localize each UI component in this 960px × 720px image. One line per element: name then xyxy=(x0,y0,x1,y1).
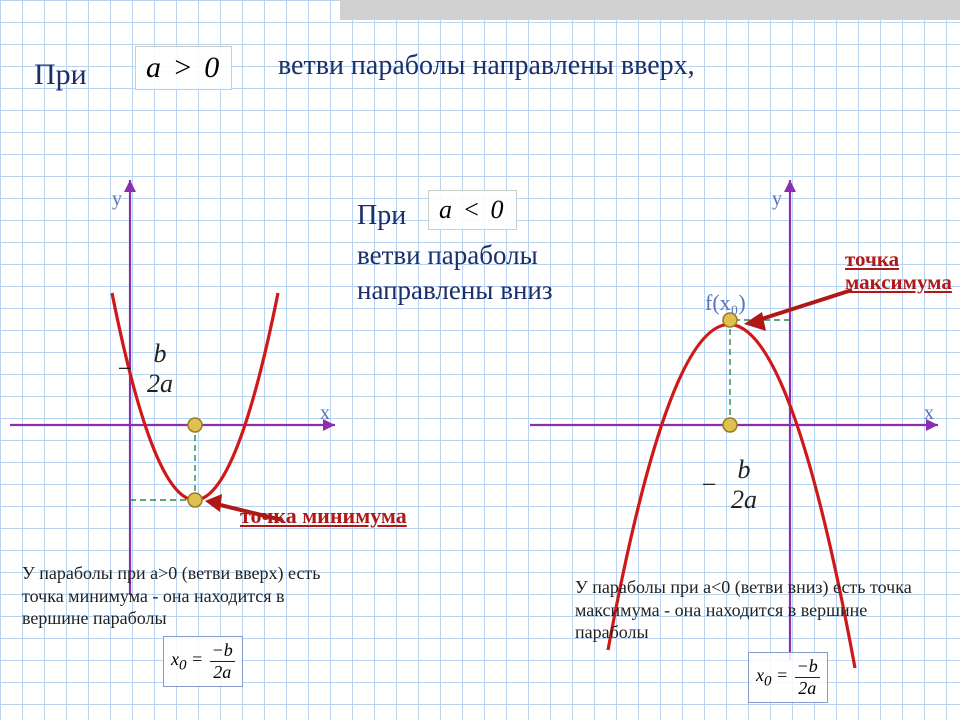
x0-den-right: 2a xyxy=(795,678,820,699)
max-label: точка максимума xyxy=(845,248,952,294)
max-label-l1: точка xyxy=(845,247,899,271)
y-label-right: y xyxy=(772,188,782,210)
callout-head-max xyxy=(744,312,766,331)
fx0-label: f(x₀) xyxy=(705,290,746,315)
max-label-l2: максимума xyxy=(845,270,952,294)
y-axis-arrow-right xyxy=(784,180,796,192)
x-label-right: x xyxy=(924,402,934,424)
caption-right: У параболы при а<0 (ветви вниз) есть точ… xyxy=(575,576,925,644)
x0-num-right: −b xyxy=(795,656,820,678)
den-2a-right: 2a xyxy=(728,485,760,515)
vertex-formula-right: − b 2a xyxy=(700,455,760,515)
num-b-right: b xyxy=(728,455,760,485)
minus-right: − xyxy=(700,470,718,499)
dot-x0-right xyxy=(723,418,737,432)
x0-formula-right: x0 = −b 2a xyxy=(748,652,828,703)
callout-arrow-max xyxy=(752,290,852,322)
dot-vertex-right xyxy=(723,313,737,327)
